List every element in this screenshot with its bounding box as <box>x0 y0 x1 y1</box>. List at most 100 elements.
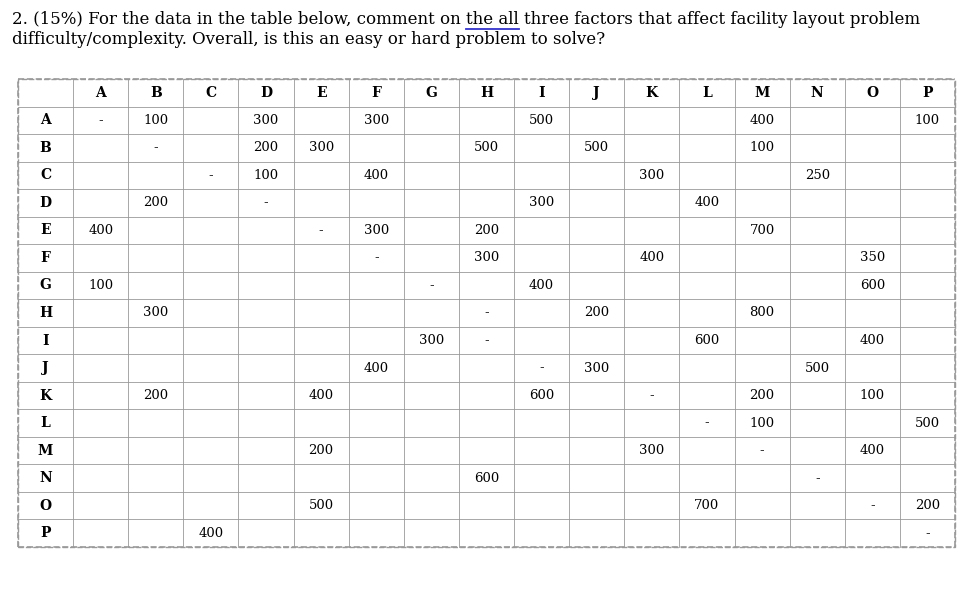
Text: 100: 100 <box>915 114 940 127</box>
Text: -: - <box>264 196 268 209</box>
Text: 400: 400 <box>694 196 720 209</box>
Text: A: A <box>40 113 50 127</box>
Text: M: M <box>38 443 53 457</box>
Text: C: C <box>40 168 51 182</box>
Text: 200: 200 <box>253 141 279 154</box>
Text: -: - <box>429 279 434 292</box>
Text: 600: 600 <box>694 334 720 347</box>
Text: -: - <box>485 334 488 347</box>
Text: 400: 400 <box>88 224 114 237</box>
Text: 100: 100 <box>750 417 775 429</box>
Text: O: O <box>40 499 51 513</box>
Text: 300: 300 <box>253 114 279 127</box>
Text: 300: 300 <box>364 114 389 127</box>
Text: 300: 300 <box>529 196 554 209</box>
Text: 300: 300 <box>585 362 610 375</box>
Text: -: - <box>815 472 820 485</box>
Text: 200: 200 <box>144 389 168 402</box>
Text: D: D <box>40 196 51 210</box>
Text: N: N <box>39 471 51 485</box>
Text: 400: 400 <box>198 527 223 540</box>
Text: K: K <box>40 389 51 403</box>
Text: 400: 400 <box>529 279 554 292</box>
Text: K: K <box>646 86 658 100</box>
Text: 700: 700 <box>750 224 775 237</box>
Text: 100: 100 <box>750 141 775 154</box>
Text: J: J <box>593 86 600 100</box>
Text: O: O <box>866 86 879 100</box>
Text: 100: 100 <box>253 169 279 182</box>
Text: E: E <box>40 224 50 238</box>
Text: 300: 300 <box>639 444 664 457</box>
Bar <box>18 79 955 547</box>
Text: 500: 500 <box>915 417 940 429</box>
Text: -: - <box>98 114 103 127</box>
Text: H: H <box>480 86 493 100</box>
Text: C: C <box>205 86 217 100</box>
Text: -: - <box>705 417 709 429</box>
Text: A: A <box>95 86 106 100</box>
Text: 400: 400 <box>859 334 885 347</box>
Text: 300: 300 <box>474 252 499 264</box>
Text: -: - <box>870 499 875 512</box>
Text: 200: 200 <box>474 224 499 237</box>
Text: G: G <box>40 278 51 292</box>
Text: J: J <box>43 361 49 375</box>
Text: 500: 500 <box>585 141 609 154</box>
Text: -: - <box>485 306 488 320</box>
Text: N: N <box>811 86 823 100</box>
Text: E: E <box>316 86 326 100</box>
Text: 300: 300 <box>309 141 334 154</box>
Text: -: - <box>925 527 930 540</box>
Text: I: I <box>538 86 545 100</box>
Text: -: - <box>153 141 158 154</box>
Text: -: - <box>209 169 214 182</box>
Text: 600: 600 <box>859 279 885 292</box>
Text: 200: 200 <box>309 444 334 457</box>
Text: 500: 500 <box>474 141 499 154</box>
Text: 200: 200 <box>915 499 940 512</box>
Text: 600: 600 <box>474 472 499 485</box>
Text: 250: 250 <box>805 169 830 182</box>
Text: 400: 400 <box>859 444 885 457</box>
Text: G: G <box>425 86 437 100</box>
Text: P: P <box>922 86 933 100</box>
Text: 400: 400 <box>639 252 664 264</box>
Text: L: L <box>41 416 50 430</box>
Text: 800: 800 <box>750 306 775 320</box>
Text: 100: 100 <box>88 279 114 292</box>
Text: 200: 200 <box>750 389 775 402</box>
Text: 400: 400 <box>750 114 775 127</box>
Text: -: - <box>759 444 764 457</box>
Text: 2. (15%) For the data in the table below, comment on the all three factors that : 2. (15%) For the data in the table below… <box>12 11 921 28</box>
Text: -: - <box>539 362 544 375</box>
Text: P: P <box>41 526 50 540</box>
Text: 400: 400 <box>364 362 388 375</box>
Text: 300: 300 <box>143 306 168 320</box>
Text: 600: 600 <box>529 389 554 402</box>
Text: D: D <box>260 86 272 100</box>
Text: 100: 100 <box>859 389 885 402</box>
Text: 350: 350 <box>859 252 885 264</box>
Text: 200: 200 <box>144 196 168 209</box>
Text: F: F <box>371 86 382 100</box>
Text: L: L <box>702 86 712 100</box>
Text: -: - <box>374 252 379 264</box>
Text: 500: 500 <box>309 499 334 512</box>
Text: B: B <box>40 141 51 155</box>
Text: 700: 700 <box>694 499 720 512</box>
Text: H: H <box>39 306 52 320</box>
Text: 200: 200 <box>585 306 609 320</box>
Text: I: I <box>43 334 49 348</box>
Text: 400: 400 <box>364 169 388 182</box>
Text: -: - <box>650 389 654 402</box>
Text: 300: 300 <box>364 224 389 237</box>
Text: 500: 500 <box>529 114 554 127</box>
Text: M: M <box>754 86 770 100</box>
Text: B: B <box>150 86 161 100</box>
Text: 300: 300 <box>639 169 664 182</box>
Text: 100: 100 <box>144 114 168 127</box>
Text: 300: 300 <box>419 334 444 347</box>
Text: 500: 500 <box>805 362 830 375</box>
Text: 400: 400 <box>309 389 334 402</box>
